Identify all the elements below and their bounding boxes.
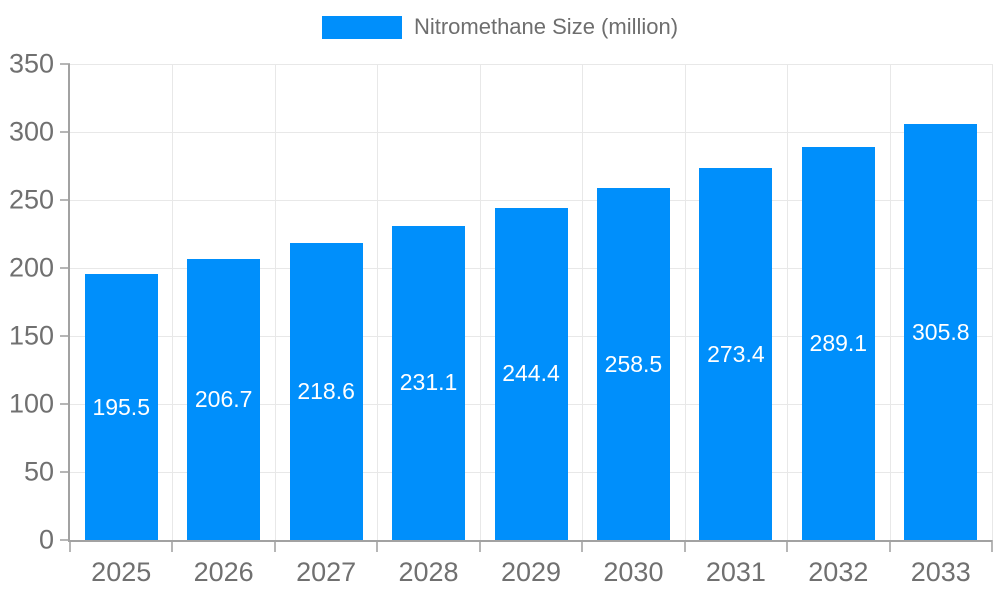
x-axis-label: 2032	[808, 557, 869, 587]
vertical-gridline	[992, 64, 993, 540]
x-axis-label: 2027	[296, 557, 357, 587]
y-axis-line	[68, 64, 70, 540]
bar[interactable]: 231.1	[392, 225, 466, 540]
x-axis-tick	[683, 540, 686, 552]
x-axis-label: 2033	[910, 557, 971, 587]
x-axis-tick	[376, 540, 379, 552]
bar[interactable]: 218.6	[289, 242, 363, 540]
bar-value-label: 289.1	[809, 329, 868, 356]
x-axis-tick	[786, 540, 789, 552]
vertical-gridline	[889, 64, 891, 540]
bar-value-label: 258.5	[604, 350, 663, 377]
bar[interactable]: 273.4	[699, 168, 773, 540]
bar-value-label: 305.8	[911, 318, 970, 345]
y-axis-tick	[60, 267, 70, 269]
y-axis-tick	[60, 131, 70, 133]
legend-swatch-icon	[321, 15, 402, 39]
horizontal-gridline	[70, 64, 992, 65]
y-axis-label: 200	[8, 252, 54, 283]
horizontal-gridline	[70, 132, 992, 133]
bar-value-label: 218.6	[297, 377, 355, 404]
y-axis-tick	[60, 471, 70, 473]
bar[interactable]: 258.5	[596, 188, 670, 540]
y-axis-label: 150	[8, 320, 54, 351]
vertical-gridline	[274, 64, 276, 540]
x-axis-tick	[581, 540, 584, 552]
vertical-gridline	[479, 64, 481, 540]
vertical-gridline	[582, 64, 584, 540]
y-axis-label: 100	[8, 388, 54, 419]
bar-value-label: 195.5	[92, 393, 150, 420]
bar-value-label: 206.7	[194, 385, 253, 412]
y-axis-label: 300	[8, 116, 54, 147]
bar[interactable]: 195.5	[84, 274, 158, 540]
x-axis-line	[68, 540, 992, 542]
y-axis-tick	[60, 63, 70, 65]
x-axis-label: 2026	[193, 557, 254, 587]
y-axis-tick	[60, 403, 70, 405]
vertical-gridline	[684, 64, 686, 540]
y-axis-label: 350	[8, 48, 54, 79]
x-axis-label: 2030	[603, 557, 664, 587]
x-axis-tick	[273, 540, 276, 552]
bar[interactable]: 244.4	[494, 207, 568, 540]
bar[interactable]: 206.7	[187, 258, 261, 540]
vertical-gridline	[172, 64, 174, 540]
x-axis-tick	[171, 540, 174, 552]
legend-label: Nitromethane Size (million)	[413, 14, 679, 39]
horizontal-gridline	[70, 200, 992, 201]
x-axis-label: 2028	[398, 557, 459, 587]
bar[interactable]: 305.8	[904, 124, 978, 540]
x-axis-tick	[478, 540, 481, 552]
vertical-gridline	[787, 64, 789, 540]
x-axis-tick	[991, 540, 993, 552]
x-axis-tick	[69, 540, 71, 552]
x-axis-label: 2029	[500, 557, 562, 587]
y-axis-tick	[60, 335, 70, 337]
y-axis-tick	[60, 199, 70, 201]
bar-value-label: 231.1	[399, 369, 458, 396]
y-axis-label: 0	[38, 524, 54, 555]
x-axis-label: 2031	[705, 557, 766, 587]
bar-value-label: 273.4	[707, 340, 765, 367]
x-axis-label: 2025	[91, 557, 152, 587]
y-axis-label: 50	[23, 456, 54, 487]
bar-value-label: 244.4	[502, 360, 560, 387]
y-axis-label: 250	[8, 184, 54, 215]
legend-item[interactable]: Nitromethane Size (million)	[0, 14, 1000, 40]
y-axis-tick	[60, 539, 70, 541]
x-axis-tick	[888, 540, 891, 552]
vertical-gridline	[377, 64, 379, 540]
bar[interactable]: 289.1	[801, 146, 875, 540]
